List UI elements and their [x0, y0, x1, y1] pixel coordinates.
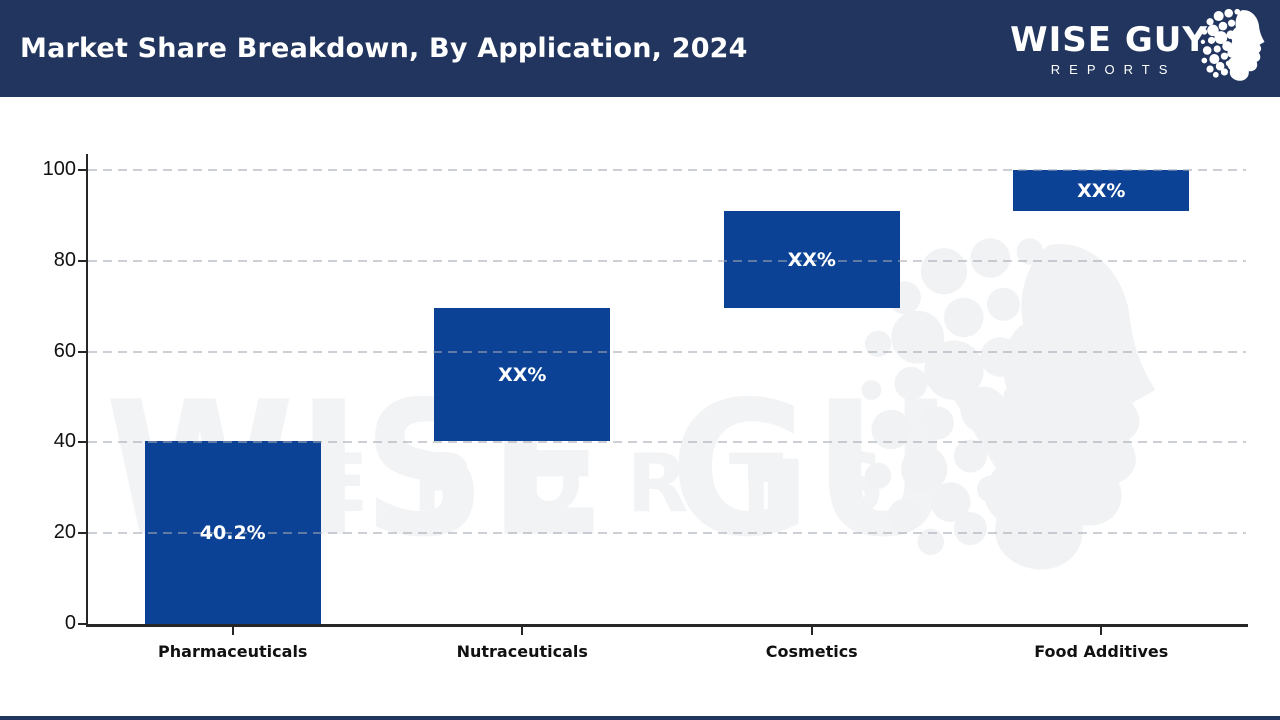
- chart-area: WISE GUY REPORTS 0 20 40 60 80 100 40.2% Pharma…: [0, 97, 1280, 716]
- y-tick-label-60: 60: [53, 339, 76, 362]
- gridline-20: [88, 532, 1246, 535]
- header: Market Share Breakdown, By Application, …: [0, 0, 1280, 97]
- x-axis-line: [86, 624, 1248, 627]
- bar-value-label: XX%: [1077, 179, 1126, 202]
- x-tick: [810, 627, 813, 635]
- bar-food-additives: [1013, 170, 1190, 212]
- y-tick-0: [78, 623, 86, 625]
- bar-value-label: XX%: [498, 363, 547, 386]
- logo-text: WISE GUY REPORTS: [1010, 20, 1208, 77]
- x-category-label: Pharmaceuticals: [158, 642, 308, 661]
- y-tick-60: [78, 350, 86, 353]
- x-tick: [521, 627, 524, 635]
- bar-cosmetics: [723, 211, 900, 308]
- bar-value-label: XX%: [787, 248, 836, 271]
- gridline-80: [88, 259, 1246, 262]
- y-tick-label-100: 100: [42, 158, 76, 180]
- bar-nutraceuticals: [434, 308, 611, 442]
- plot-area: 0 20 40 60 80 100 40.2% Pharmaceuticals XX% Nutra…: [43, 154, 1248, 661]
- logo-head-icon: [1196, 6, 1270, 92]
- gridline-100: [88, 169, 1246, 171]
- x-category-label: Nutraceuticals: [456, 642, 588, 661]
- y-tick-80: [78, 259, 86, 262]
- y-tick-40: [78, 441, 86, 444]
- chart-title: Market Share Breakdown, By Application, …: [20, 33, 748, 64]
- y-tick-label-80: 80: [53, 248, 76, 271]
- x-category-label: Cosmetics: [765, 642, 858, 661]
- y-tick-100: [78, 169, 86, 171]
- footer-strip: [0, 716, 1280, 720]
- logo-wordmark: WISE GUY: [1010, 20, 1208, 60]
- x-category-label: Food Additives: [1034, 642, 1169, 661]
- y-tick-label-40: 40: [53, 430, 76, 453]
- logo-subtext: REPORTS: [1050, 62, 1177, 77]
- watermark-subtext: REPORTS: [208, 437, 930, 530]
- x-tick: [1100, 627, 1103, 635]
- bar-value-label: 40.2%: [199, 521, 266, 544]
- y-tick-label-0: 0: [64, 612, 76, 634]
- y-tick-20: [78, 532, 86, 535]
- y-tick-label-20: 20: [53, 521, 76, 544]
- y-axis-line: [86, 154, 88, 626]
- x-tick: [231, 627, 234, 635]
- gridline-60: [88, 350, 1246, 353]
- wise-guy-logo: WISE GUY REPORTS: [1010, 6, 1280, 92]
- gridline-40: [88, 441, 1246, 444]
